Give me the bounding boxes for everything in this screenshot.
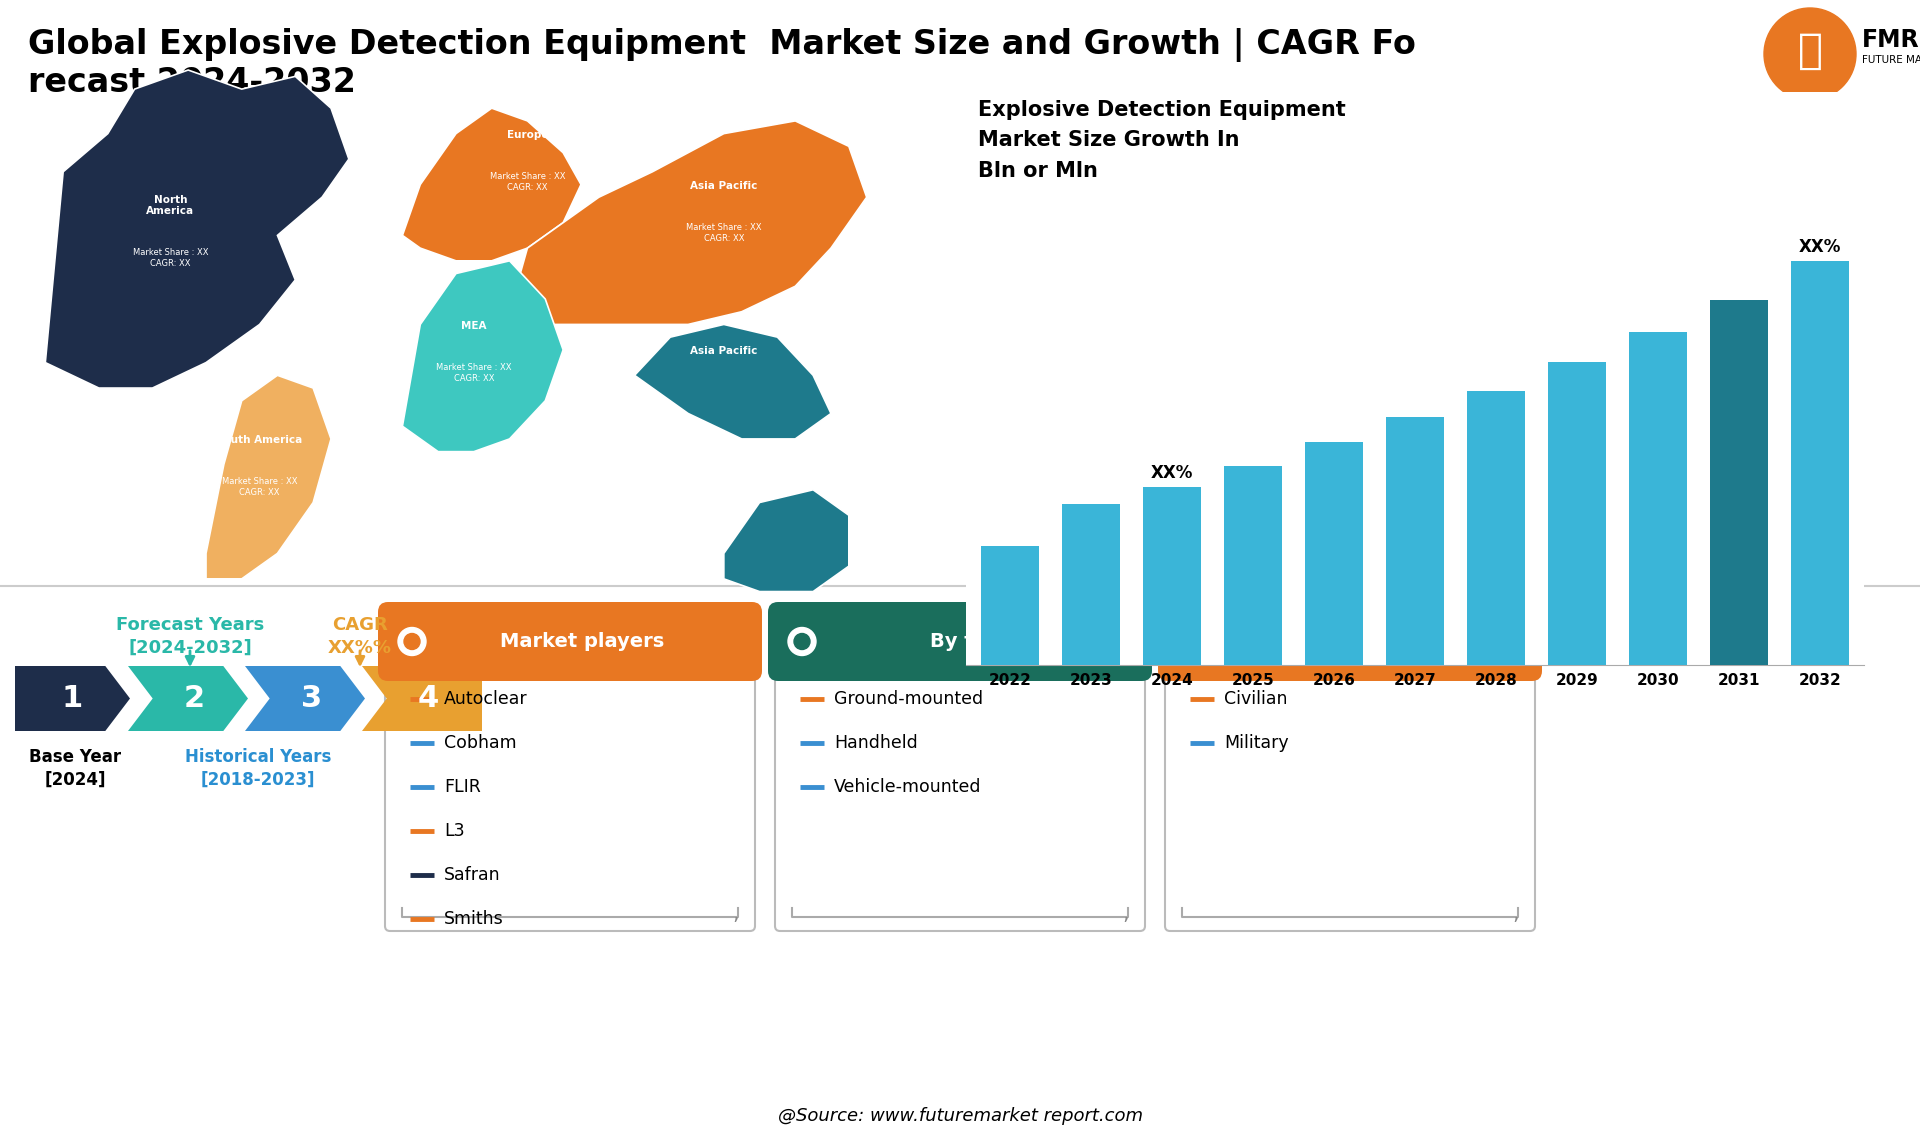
Polygon shape bbox=[509, 121, 866, 324]
Text: Explosive Detection Equipment
Market Size Growth In
Bln or Mln: Explosive Detection Equipment Market Siz… bbox=[977, 100, 1346, 181]
Text: Cobham: Cobham bbox=[444, 733, 516, 752]
Bar bbox=[1467, 391, 1524, 665]
Text: Safran: Safran bbox=[444, 866, 501, 884]
Text: Europe: Europe bbox=[507, 129, 549, 140]
Text: 1: 1 bbox=[61, 684, 83, 713]
Text: FLIR: FLIR bbox=[444, 778, 480, 796]
Circle shape bbox=[397, 628, 426, 656]
Text: Market Share : XX
CAGR: XX: Market Share : XX CAGR: XX bbox=[490, 172, 564, 191]
Text: recast 2024-2032: recast 2024-2032 bbox=[29, 66, 355, 99]
Text: Asia Pacific: Asia Pacific bbox=[689, 346, 758, 356]
Text: CAGR
XX%%: CAGR XX%% bbox=[328, 617, 392, 657]
Circle shape bbox=[795, 634, 810, 650]
Circle shape bbox=[787, 628, 816, 656]
Text: Market Share : XX
CAGR: XX: Market Share : XX CAGR: XX bbox=[685, 222, 762, 243]
Text: 3: 3 bbox=[301, 684, 323, 713]
Text: @Source: www.futuremarket report.com: @Source: www.futuremarket report.com bbox=[778, 1107, 1142, 1125]
Text: ,: , bbox=[1123, 904, 1129, 924]
Bar bbox=[1062, 504, 1121, 665]
Text: Asia Pacific: Asia Pacific bbox=[689, 181, 758, 191]
Circle shape bbox=[1179, 628, 1206, 656]
Text: L3: L3 bbox=[444, 822, 465, 840]
Text: 🦅: 🦅 bbox=[1797, 30, 1822, 72]
Text: FMR: FMR bbox=[1862, 28, 1920, 52]
Polygon shape bbox=[46, 70, 349, 388]
Polygon shape bbox=[129, 666, 248, 731]
Text: ,: , bbox=[733, 904, 739, 924]
Text: Market Share : XX
CAGR: XX: Market Share : XX CAGR: XX bbox=[223, 477, 298, 497]
Text: South America: South America bbox=[217, 435, 303, 446]
Bar bbox=[1709, 300, 1768, 665]
FancyBboxPatch shape bbox=[1158, 602, 1542, 681]
FancyBboxPatch shape bbox=[768, 602, 1152, 681]
Bar bbox=[1306, 442, 1363, 665]
FancyBboxPatch shape bbox=[776, 611, 1144, 931]
Text: Vehicle-mounted: Vehicle-mounted bbox=[833, 778, 981, 796]
Text: 4: 4 bbox=[417, 684, 440, 713]
Text: Smiths: Smiths bbox=[444, 910, 503, 928]
Text: ,: , bbox=[1513, 904, 1519, 924]
Circle shape bbox=[403, 634, 420, 650]
Text: Market players: Market players bbox=[499, 631, 664, 651]
Bar bbox=[1223, 466, 1283, 665]
Text: Market Share : XX
CAGR: XX: Market Share : XX CAGR: XX bbox=[132, 249, 207, 268]
FancyBboxPatch shape bbox=[386, 611, 755, 931]
Polygon shape bbox=[15, 666, 131, 731]
Bar bbox=[1548, 362, 1607, 665]
Polygon shape bbox=[403, 108, 582, 261]
Text: XX%: XX% bbox=[1799, 238, 1841, 257]
Text: 2: 2 bbox=[184, 684, 205, 713]
Bar bbox=[1386, 417, 1444, 665]
Text: Ground-mounted: Ground-mounted bbox=[833, 690, 983, 708]
Text: Market Share : XX
CAGR: XX: Market Share : XX CAGR: XX bbox=[436, 362, 511, 383]
Text: Forecast Years
[2024-2032]: Forecast Years [2024-2032] bbox=[115, 617, 265, 657]
Bar bbox=[1791, 261, 1849, 665]
FancyBboxPatch shape bbox=[1165, 611, 1534, 931]
Text: Civilian: Civilian bbox=[1225, 690, 1288, 708]
Polygon shape bbox=[634, 324, 831, 439]
Polygon shape bbox=[205, 376, 330, 579]
Text: Base Year
[2024]: Base Year [2024] bbox=[29, 748, 121, 788]
Polygon shape bbox=[246, 666, 365, 731]
Polygon shape bbox=[724, 489, 849, 591]
Text: FUTURE MARKET REPORT: FUTURE MARKET REPORT bbox=[1862, 55, 1920, 65]
Text: Historical Years
[2018-2023]: Historical Years [2018-2023] bbox=[184, 748, 330, 788]
Circle shape bbox=[1764, 8, 1857, 100]
Circle shape bbox=[1185, 634, 1200, 650]
Text: Autoclear: Autoclear bbox=[444, 690, 528, 708]
Polygon shape bbox=[403, 261, 563, 452]
Bar bbox=[1142, 487, 1202, 665]
Polygon shape bbox=[363, 666, 482, 731]
FancyBboxPatch shape bbox=[378, 602, 762, 681]
Text: Handheld: Handheld bbox=[833, 733, 918, 752]
Text: Military: Military bbox=[1225, 733, 1288, 752]
Text: Global Explosive Detection Equipment  Market Size and Growth | CAGR Fo: Global Explosive Detection Equipment Mar… bbox=[29, 28, 1415, 62]
Bar bbox=[981, 545, 1039, 665]
Text: MEA: MEA bbox=[461, 321, 486, 331]
Text: By type: By type bbox=[929, 631, 1014, 651]
Text: By application: By application bbox=[1284, 631, 1440, 651]
Text: XX%: XX% bbox=[1150, 464, 1194, 482]
Text: North
America: North America bbox=[146, 195, 194, 217]
Bar bbox=[1628, 332, 1688, 665]
